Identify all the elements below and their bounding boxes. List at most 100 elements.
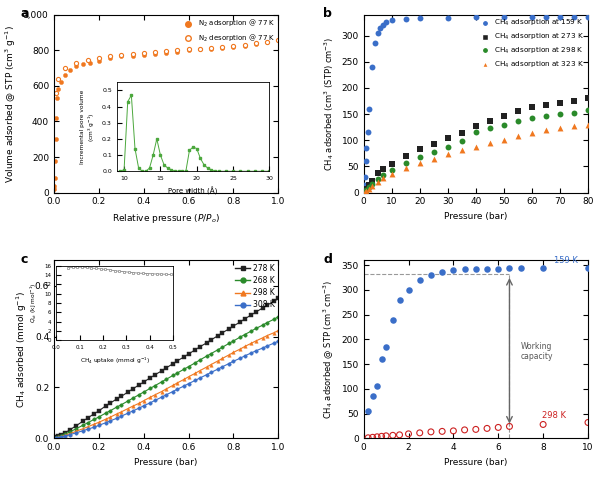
Point bbox=[555, 124, 565, 132]
308 K bbox=[270, 340, 277, 346]
Point bbox=[437, 268, 447, 276]
278 K bbox=[84, 415, 91, 421]
268 K bbox=[259, 322, 266, 328]
Point bbox=[569, 97, 579, 105]
308 K bbox=[236, 356, 244, 361]
298 K bbox=[158, 389, 165, 394]
278 K bbox=[73, 423, 80, 429]
278 K bbox=[275, 296, 282, 301]
268 K bbox=[118, 402, 125, 408]
Point bbox=[367, 177, 377, 185]
298 K bbox=[80, 426, 87, 431]
308 K bbox=[136, 405, 143, 411]
X-axis label: Relative pressure ($P$/$P_o$): Relative pressure ($P$/$P_o$) bbox=[112, 212, 220, 225]
Point bbox=[538, 264, 548, 272]
268 K bbox=[241, 332, 248, 337]
278 K bbox=[248, 312, 255, 318]
308 K bbox=[102, 420, 109, 426]
268 K bbox=[151, 383, 158, 389]
298 K bbox=[263, 333, 271, 338]
Point bbox=[513, 108, 523, 115]
Point bbox=[401, 159, 410, 167]
Point bbox=[499, 136, 509, 144]
Point bbox=[527, 130, 537, 137]
Point bbox=[404, 286, 413, 294]
Point bbox=[471, 122, 481, 130]
Point bbox=[460, 426, 469, 434]
278 K bbox=[241, 316, 248, 322]
Point bbox=[471, 265, 481, 273]
Point bbox=[527, 114, 537, 122]
308 K bbox=[259, 345, 266, 351]
298 K bbox=[236, 346, 244, 352]
308 K bbox=[91, 424, 98, 430]
Point bbox=[362, 144, 371, 152]
308 K bbox=[181, 383, 188, 389]
278 K bbox=[124, 389, 131, 395]
278 K bbox=[50, 435, 58, 441]
308 K bbox=[248, 350, 255, 356]
Point bbox=[555, 99, 565, 107]
268 K bbox=[236, 334, 244, 340]
Point bbox=[569, 122, 579, 130]
308 K bbox=[214, 366, 221, 372]
278 K bbox=[95, 408, 103, 414]
Point bbox=[372, 433, 382, 441]
Point bbox=[415, 15, 425, 22]
Point bbox=[363, 129, 373, 136]
Point bbox=[429, 140, 439, 148]
278 K bbox=[102, 403, 109, 409]
308 K bbox=[129, 408, 136, 414]
298 K bbox=[196, 368, 203, 374]
298 K bbox=[62, 432, 69, 438]
278 K bbox=[118, 393, 125, 399]
268 K bbox=[50, 435, 58, 441]
308 K bbox=[62, 433, 69, 439]
298 K bbox=[55, 434, 62, 440]
298 K bbox=[208, 362, 215, 368]
278 K bbox=[163, 365, 170, 371]
268 K bbox=[226, 340, 233, 346]
268 K bbox=[84, 420, 91, 426]
308 K bbox=[55, 434, 62, 440]
268 K bbox=[218, 344, 226, 350]
Point bbox=[362, 186, 371, 194]
Point bbox=[541, 13, 551, 20]
268 K bbox=[248, 328, 255, 334]
Point bbox=[388, 316, 398, 323]
Point bbox=[379, 21, 388, 29]
Point bbox=[538, 421, 548, 429]
Point bbox=[493, 424, 503, 431]
298 K bbox=[136, 400, 143, 406]
Point bbox=[360, 187, 370, 195]
Point bbox=[395, 431, 404, 439]
Point bbox=[449, 266, 458, 274]
Point bbox=[404, 430, 413, 438]
298 K bbox=[203, 364, 210, 370]
298 K bbox=[50, 435, 58, 441]
278 K bbox=[66, 427, 73, 433]
Point bbox=[555, 110, 565, 118]
Point bbox=[583, 107, 593, 114]
268 K bbox=[124, 398, 131, 404]
278 K bbox=[62, 430, 69, 436]
Point bbox=[555, 13, 565, 20]
308 K bbox=[106, 418, 113, 424]
278 K bbox=[169, 361, 176, 367]
Point bbox=[379, 174, 388, 182]
308 K bbox=[73, 430, 80, 436]
268 K bbox=[263, 319, 271, 325]
Point bbox=[415, 145, 425, 153]
308 K bbox=[241, 353, 248, 359]
268 K bbox=[174, 370, 181, 376]
Point bbox=[387, 16, 397, 24]
298 K bbox=[185, 374, 192, 380]
278 K bbox=[113, 396, 121, 402]
Legend: CH$_4$ adsorption at 159 K, CH$_4$ adsorption at 273 K, CH$_4$ adsorption at 298: CH$_4$ adsorption at 159 K, CH$_4$ adsor… bbox=[478, 18, 584, 70]
Point bbox=[401, 164, 410, 172]
Point bbox=[485, 124, 494, 132]
Line: 278 K: 278 K bbox=[52, 297, 280, 440]
Point bbox=[583, 13, 593, 20]
298 K bbox=[270, 330, 277, 336]
Point bbox=[362, 187, 371, 195]
